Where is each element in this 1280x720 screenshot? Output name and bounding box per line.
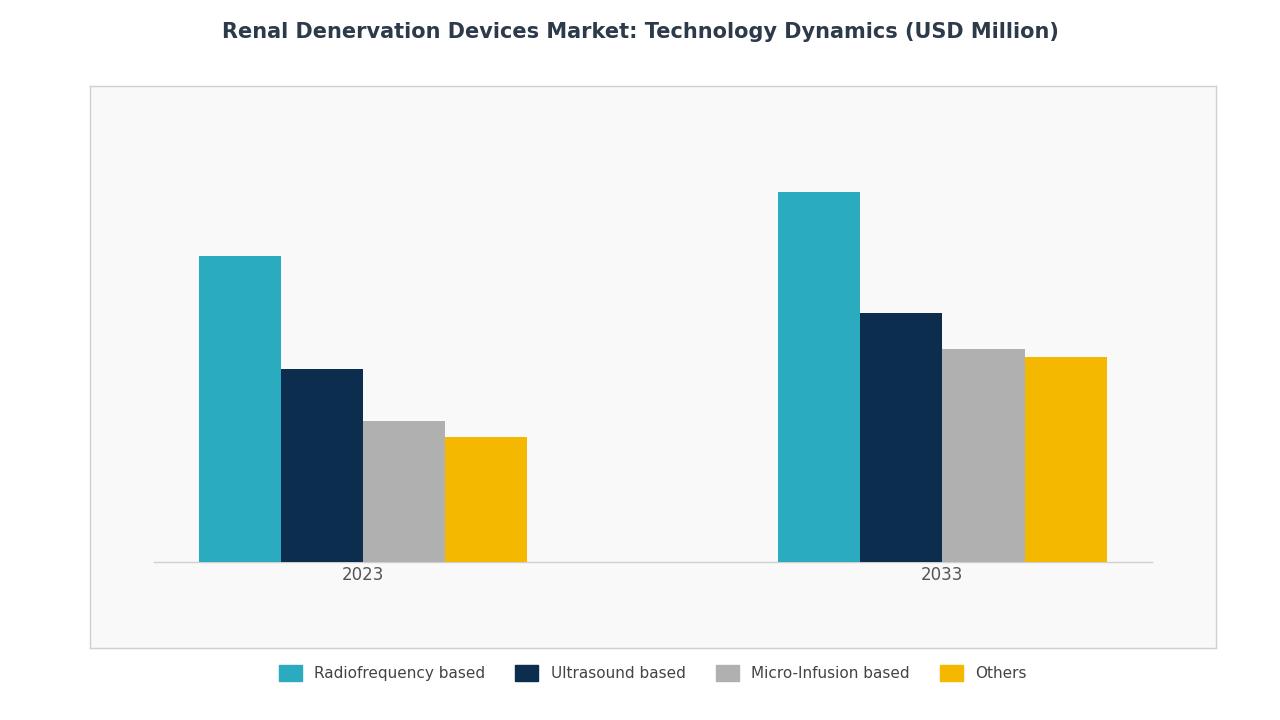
Bar [1024,357,1107,562]
Bar [198,256,282,562]
Bar [282,369,364,562]
Legend: Radiofrequency based, Ultrasound based, Micro-Infusion based, Others: Radiofrequency based, Ultrasound based, … [273,660,1033,688]
Bar [364,421,445,562]
Bar [860,312,942,562]
Text: Renal Denervation Devices Market: Technology Dynamics (USD Million): Renal Denervation Devices Market: Techno… [221,22,1059,42]
Bar [445,437,527,562]
Bar [778,192,860,562]
Bar [942,348,1024,562]
